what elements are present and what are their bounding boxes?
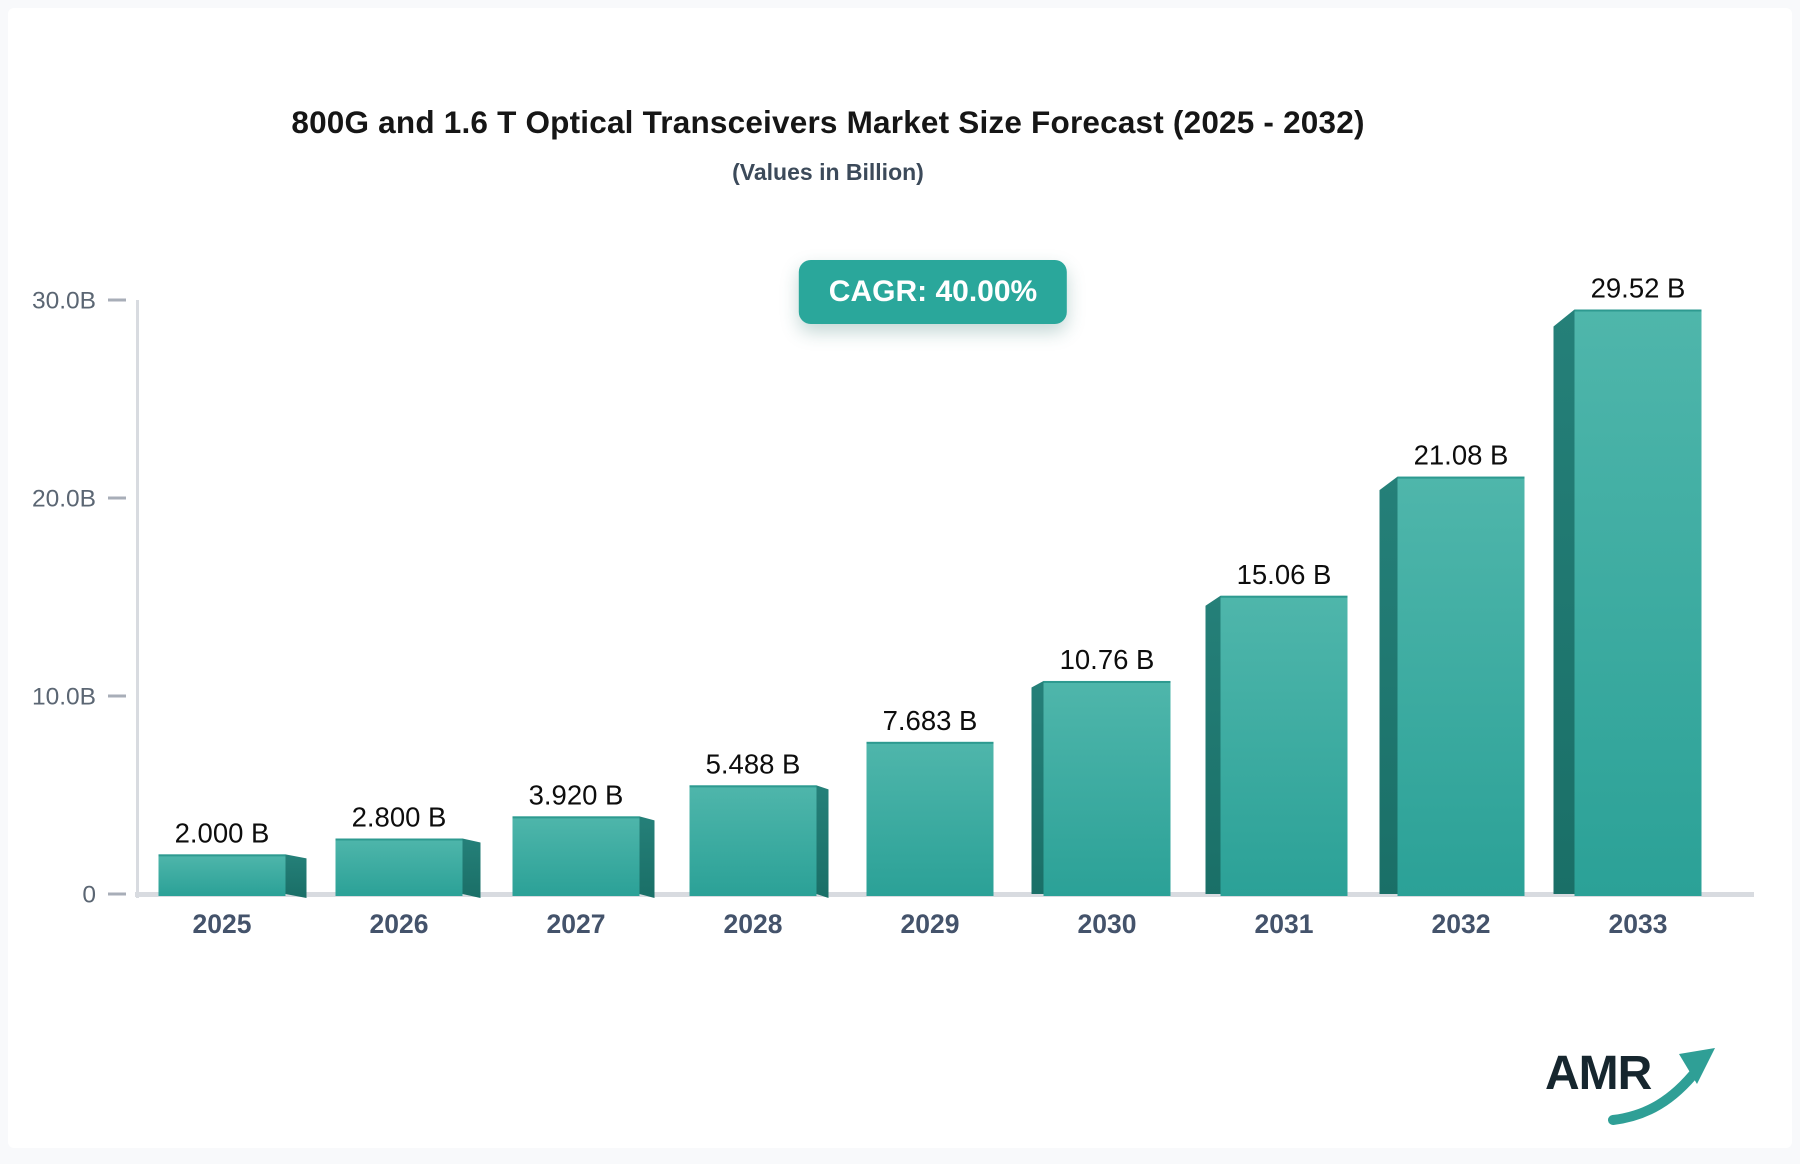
bar-2027: 3.920 B 2027 <box>512 779 655 939</box>
bar-value-label: 29.52 B <box>1591 273 1686 304</box>
bar-side-face <box>639 816 655 898</box>
chart-header: 800G and 1.6 T Optical Transceivers Mark… <box>8 104 1648 186</box>
bar-side-face <box>1205 595 1221 894</box>
y-tick-label: 30.0B <box>32 288 96 315</box>
bar-value-label: 10.76 B <box>1060 644 1155 675</box>
bar-2033: 29.52 B 2033 <box>1553 273 1702 939</box>
bar-value-label: 7.683 B <box>883 705 978 736</box>
bar-front-face <box>158 854 286 896</box>
y-tick-label: 20.0B <box>32 486 96 513</box>
x-category-label: 2030 <box>1078 909 1137 939</box>
chart-title: 800G and 1.6 T Optical Transceivers Mark… <box>291 104 1365 140</box>
bar-front-face <box>335 838 463 896</box>
chart-card: 800G and 1.6 T Optical Transceivers Mark… <box>8 8 1792 1148</box>
amr-logo: AMR <box>1545 1038 1735 1128</box>
bar-2025: 2.000 B 2025 <box>158 817 307 939</box>
bar-side-face <box>816 785 829 898</box>
bar-front-face <box>1397 476 1525 896</box>
bar-value-label: 2.000 B <box>175 817 270 848</box>
growth-arrow-icon <box>1608 1048 1715 1125</box>
bar-side-face <box>462 838 481 898</box>
y-tick-label: 0 <box>82 882 96 909</box>
x-category-label: 2027 <box>547 909 606 939</box>
bar-chart: 30.0B 20.0B 10.0B 0 2.000 B 2025 2.800 B 2026 3.… <box>32 273 1754 939</box>
x-category-label: 2029 <box>901 909 960 939</box>
bar-front-face <box>1574 309 1702 896</box>
chart-subtitle: (Values in Billion) <box>732 159 924 185</box>
bar-side-face <box>285 854 307 898</box>
bar-front-face <box>866 741 994 896</box>
bar-front-face <box>512 816 640 896</box>
y-tick-dash <box>108 496 126 500</box>
cagr-badge-label: CAGR: 40.00% <box>828 275 1038 308</box>
bar-2031: 15.06 B 2031 <box>1205 559 1348 939</box>
y-tick-dash <box>108 298 126 302</box>
bar-2030: 10.76 B 2030 <box>1031 644 1171 939</box>
y-tick-dash <box>108 694 126 698</box>
x-category-label: 2028 <box>724 909 783 939</box>
bar-side-face <box>1553 309 1575 894</box>
x-category-label: 2025 <box>193 909 252 939</box>
bar-side-face <box>1031 680 1044 894</box>
bar-value-label: 3.920 B <box>529 779 624 810</box>
bar-value-label: 2.800 B <box>352 802 447 833</box>
bar-value-label: 5.488 B <box>706 748 801 779</box>
bar-front-face <box>689 785 817 896</box>
amr-logo-text: AMR <box>1545 1047 1652 1100</box>
y-tick-label: 10.0B <box>32 684 96 711</box>
bar-2032: 21.08 B 2032 <box>1379 440 1525 939</box>
x-category-label: 2032 <box>1432 909 1491 939</box>
bar-side-face <box>1379 476 1398 894</box>
y-tick-dash <box>108 892 126 896</box>
bar-front-face <box>1043 680 1171 896</box>
x-category-label: 2026 <box>370 909 429 939</box>
x-category-label: 2031 <box>1255 909 1314 939</box>
bar-front-face <box>1220 595 1348 896</box>
bar-2028: 5.488 B 2028 <box>689 748 829 939</box>
bar-2029: 7.683 B 2029 <box>866 705 994 939</box>
x-category-label: 2033 <box>1609 909 1668 939</box>
y-axis-line <box>136 300 139 898</box>
bar-2026: 2.800 B 2026 <box>335 802 481 939</box>
bar-value-label: 15.06 B <box>1237 559 1332 590</box>
cagr-badge: CAGR: 40.00% <box>798 260 1068 324</box>
bar-value-label: 21.08 B <box>1414 440 1509 471</box>
